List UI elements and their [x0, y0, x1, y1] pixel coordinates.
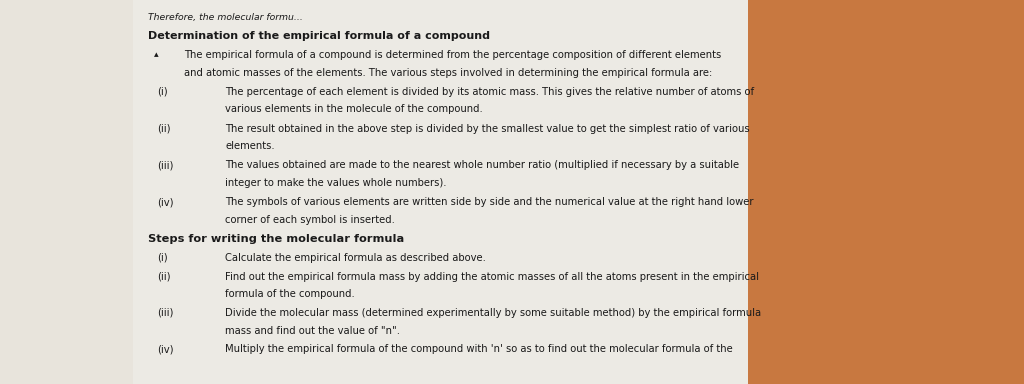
Text: various elements in the molecule of the compound.: various elements in the molecule of the …	[225, 104, 483, 114]
Text: Determination of the empirical formula of a compound: Determination of the empirical formula o…	[148, 31, 490, 41]
Text: (i): (i)	[157, 87, 167, 97]
Text: (iv): (iv)	[157, 344, 173, 354]
Text: mass and find out the value of "n".: mass and find out the value of "n".	[225, 326, 400, 336]
Text: elements.: elements.	[225, 141, 274, 151]
Text: (iii): (iii)	[157, 308, 173, 318]
Text: (iii): (iii)	[157, 161, 173, 170]
Text: integer to make the values whole numbers).: integer to make the values whole numbers…	[225, 178, 446, 188]
Text: (i): (i)	[157, 253, 167, 263]
Text: Divide the molecular mass (determined experimentally by some suitable method) by: Divide the molecular mass (determined ex…	[225, 308, 762, 318]
Text: The values obtained are made to the nearest whole number ratio (multiplied if ne: The values obtained are made to the near…	[225, 161, 739, 170]
Text: formula of the compound.: formula of the compound.	[225, 289, 355, 299]
Text: Find out the empirical formula mass by adding the atomic masses of all the atoms: Find out the empirical formula mass by a…	[225, 271, 759, 281]
Text: The symbols of various elements are written side by side and the numerical value: The symbols of various elements are writ…	[225, 197, 754, 207]
Text: Therefore, the molecular formu...: Therefore, the molecular formu...	[148, 13, 303, 22]
Text: The result obtained in the above step is divided by the smallest value to get th: The result obtained in the above step is…	[225, 124, 750, 134]
Text: The empirical formula of a compound is determined from the percentage compositio: The empirical formula of a compound is d…	[184, 50, 722, 60]
Text: Calculate the empirical formula as described above.: Calculate the empirical formula as descr…	[225, 253, 486, 263]
FancyBboxPatch shape	[0, 0, 748, 384]
Text: Multiply the empirical formula of the compound with 'n' so as to find out the mo: Multiply the empirical formula of the co…	[225, 344, 733, 354]
Text: (ii): (ii)	[157, 271, 170, 281]
Text: ▴: ▴	[154, 50, 159, 60]
Text: and atomic masses of the elements. The various steps involved in determining the: and atomic masses of the elements. The v…	[184, 68, 713, 78]
Text: Steps for writing the molecular formula: Steps for writing the molecular formula	[148, 234, 404, 244]
Text: The percentage of each element is divided by its atomic mass. This gives the rel: The percentage of each element is divide…	[225, 87, 755, 97]
FancyBboxPatch shape	[133, 0, 748, 384]
Text: corner of each symbol is inserted.: corner of each symbol is inserted.	[225, 215, 395, 225]
Text: (iv): (iv)	[157, 197, 173, 207]
Text: (ii): (ii)	[157, 124, 170, 134]
